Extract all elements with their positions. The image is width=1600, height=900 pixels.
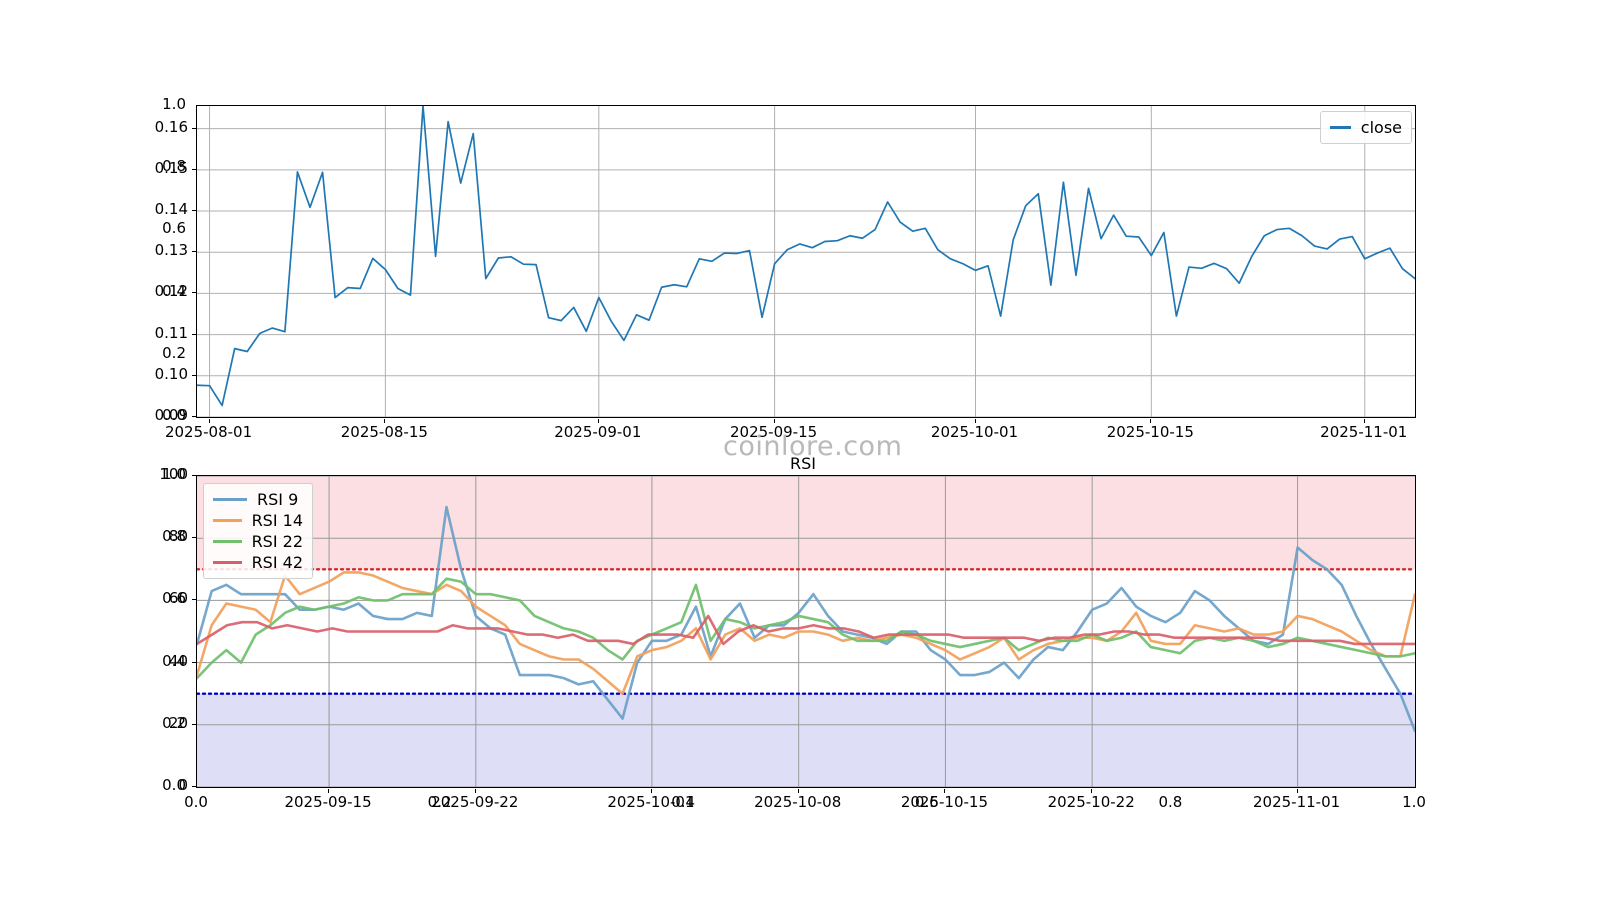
legend-label: RSI 14 [251, 511, 303, 530]
price-y-tickmark [192, 127, 196, 129]
rsi-x-tick: 2025-09-15 [284, 793, 372, 811]
legend-line-swatch [213, 498, 247, 501]
rsi-y-tick: 20 [168, 713, 188, 732]
price-x-tickmark [773, 419, 775, 423]
price-y-tick: 0.13 [154, 241, 188, 260]
rsi-x-tick-secondary: 0.2 [427, 793, 452, 811]
rsi-y-tick-secondary: 0.4 [162, 651, 186, 670]
price-y-tickmark [192, 251, 196, 253]
price-legend: close [1320, 111, 1412, 144]
price-y-tick: 0.16 [154, 117, 188, 136]
rsi-x-tick-secondary: 0.8 [1158, 793, 1183, 811]
rsi-x-tick: 2025-10-01 [607, 793, 695, 811]
rsi-panel-title: RSI [790, 454, 816, 473]
price-y-tickmark [192, 210, 196, 212]
rsi-x-tick-secondary: 0.0 [184, 793, 208, 811]
price-x-tick: 2025-11-01 [1320, 423, 1408, 441]
price-y-tick-secondary: 1.0 [162, 95, 186, 113]
rsi-x-tickmark [944, 789, 946, 793]
rsi-x-tick: 2025-10-22 [1047, 793, 1135, 811]
rsi-y-tickmark [192, 723, 196, 725]
price-y-tickmark [192, 374, 196, 376]
legend-label: RSI 42 [251, 553, 303, 572]
price-x-tickmark [597, 419, 599, 423]
rsi-x-tickmark [1296, 789, 1298, 793]
price-y-tick: 0.12 [154, 282, 188, 301]
rsi-y-tickmark [192, 475, 196, 476]
rsi-y-tick: 100 [159, 465, 188, 483]
price-y-tick: 0.15 [154, 158, 188, 177]
legend-line-swatch [213, 540, 242, 543]
price-y-tick-secondary: 0.4 [162, 281, 186, 300]
price-y-tick-secondary: 0.8 [162, 157, 186, 176]
rsi-x-tick: 2025-10-08 [754, 793, 842, 811]
legend-line-swatch [1330, 126, 1351, 129]
rsi-y-tickmark [192, 661, 196, 663]
price-y-tickmark [192, 333, 196, 335]
price-y-tickmark [192, 292, 196, 294]
price-y-tickmark [192, 416, 196, 417]
rsi-x-tickmark [797, 789, 799, 793]
rsi-y-tick-secondary: 0.6 [162, 589, 186, 608]
legend-line-swatch [213, 519, 242, 522]
rsi-y-tick: 60 [168, 589, 188, 608]
price-x-tickmark [384, 419, 386, 423]
legend-item-rsi-14[interactable]: RSI 14 [213, 510, 303, 531]
rsi-legend: RSI 9 RSI 14 RSI 22 RSI 42 [203, 483, 313, 579]
rsi-y-tick: 0 [178, 776, 188, 794]
price-x-tickmark [974, 419, 976, 423]
price-x-tickmark [208, 419, 210, 423]
price-chart-panel [196, 105, 1416, 418]
rsi-y-tick: 40 [168, 651, 188, 670]
rsi-x-tick: 2025-10-15 [900, 793, 988, 811]
rsi-x-tickmark [328, 789, 330, 793]
rsi-x-tickmark [474, 789, 476, 793]
rsi-y-tick-secondary: 0.0 [162, 776, 186, 794]
legend-line-swatch [213, 561, 242, 564]
rsi-x-tick: 2025-11-01 [1253, 793, 1341, 811]
rsi-chart-panel [196, 475, 1416, 788]
price-y-tick: 0.10 [154, 364, 188, 383]
price-x-tick: 2025-10-01 [930, 423, 1019, 441]
legend-label: RSI 22 [251, 532, 303, 551]
legend-label: RSI 9 [257, 490, 299, 509]
rsi-x-tick-secondary: 0.6 [914, 793, 939, 811]
legend-item-rsi-42[interactable]: RSI 42 [213, 552, 303, 573]
price-y-tick: 0.09 [154, 406, 188, 424]
rsi-plot [197, 476, 1415, 787]
rsi-y-tickmark [192, 537, 196, 539]
rsi-y-tickmark [192, 786, 196, 787]
price-x-tickmark [1150, 419, 1152, 423]
watermark: coinlore.com [723, 431, 903, 462]
price-x-tick: 2025-09-01 [554, 423, 642, 441]
legend-label: close [1360, 118, 1402, 137]
price-x-tickmark [1363, 419, 1365, 423]
price-y-tickmark [192, 168, 196, 170]
rsi-y-tick: 80 [168, 527, 188, 546]
legend-item-close[interactable]: close [1330, 117, 1402, 138]
rsi-x-tickmark [650, 789, 652, 793]
rsi-y-tick-secondary: 0.8 [162, 527, 186, 546]
rsi-x-tick: 2025-09-22 [431, 793, 519, 811]
price-y-tick: 0.11 [154, 323, 188, 342]
rsi-x-tickmark [1091, 789, 1093, 793]
legend-item-rsi-22[interactable]: RSI 22 [213, 531, 303, 552]
rsi-x-tick-secondary: 1.0 [1402, 793, 1426, 811]
price-x-tick: 2025-09-15 [730, 423, 818, 441]
price-y-tick: 0.14 [154, 200, 188, 219]
price-x-tick: 2025-10-15 [1106, 423, 1194, 441]
price-y-tick-secondary: 0.6 [162, 219, 186, 238]
price-x-tick: 2025-08-15 [340, 423, 428, 441]
rsi-x-tick-secondary: 0.4 [671, 793, 696, 811]
rsi-y-tick-secondary: 1.0 [162, 465, 186, 483]
rsi-y-tickmark [192, 599, 196, 601]
price-y-tick-secondary: 0.0 [162, 406, 186, 424]
price-plot [197, 106, 1415, 417]
rsi-y-tick-secondary: 0.2 [162, 713, 186, 732]
price-y-tick-secondary: 0.2 [162, 343, 186, 362]
price-x-tick: 2025-08-01 [164, 423, 253, 441]
legend-item-rsi-9[interactable]: RSI 9 [213, 489, 303, 510]
